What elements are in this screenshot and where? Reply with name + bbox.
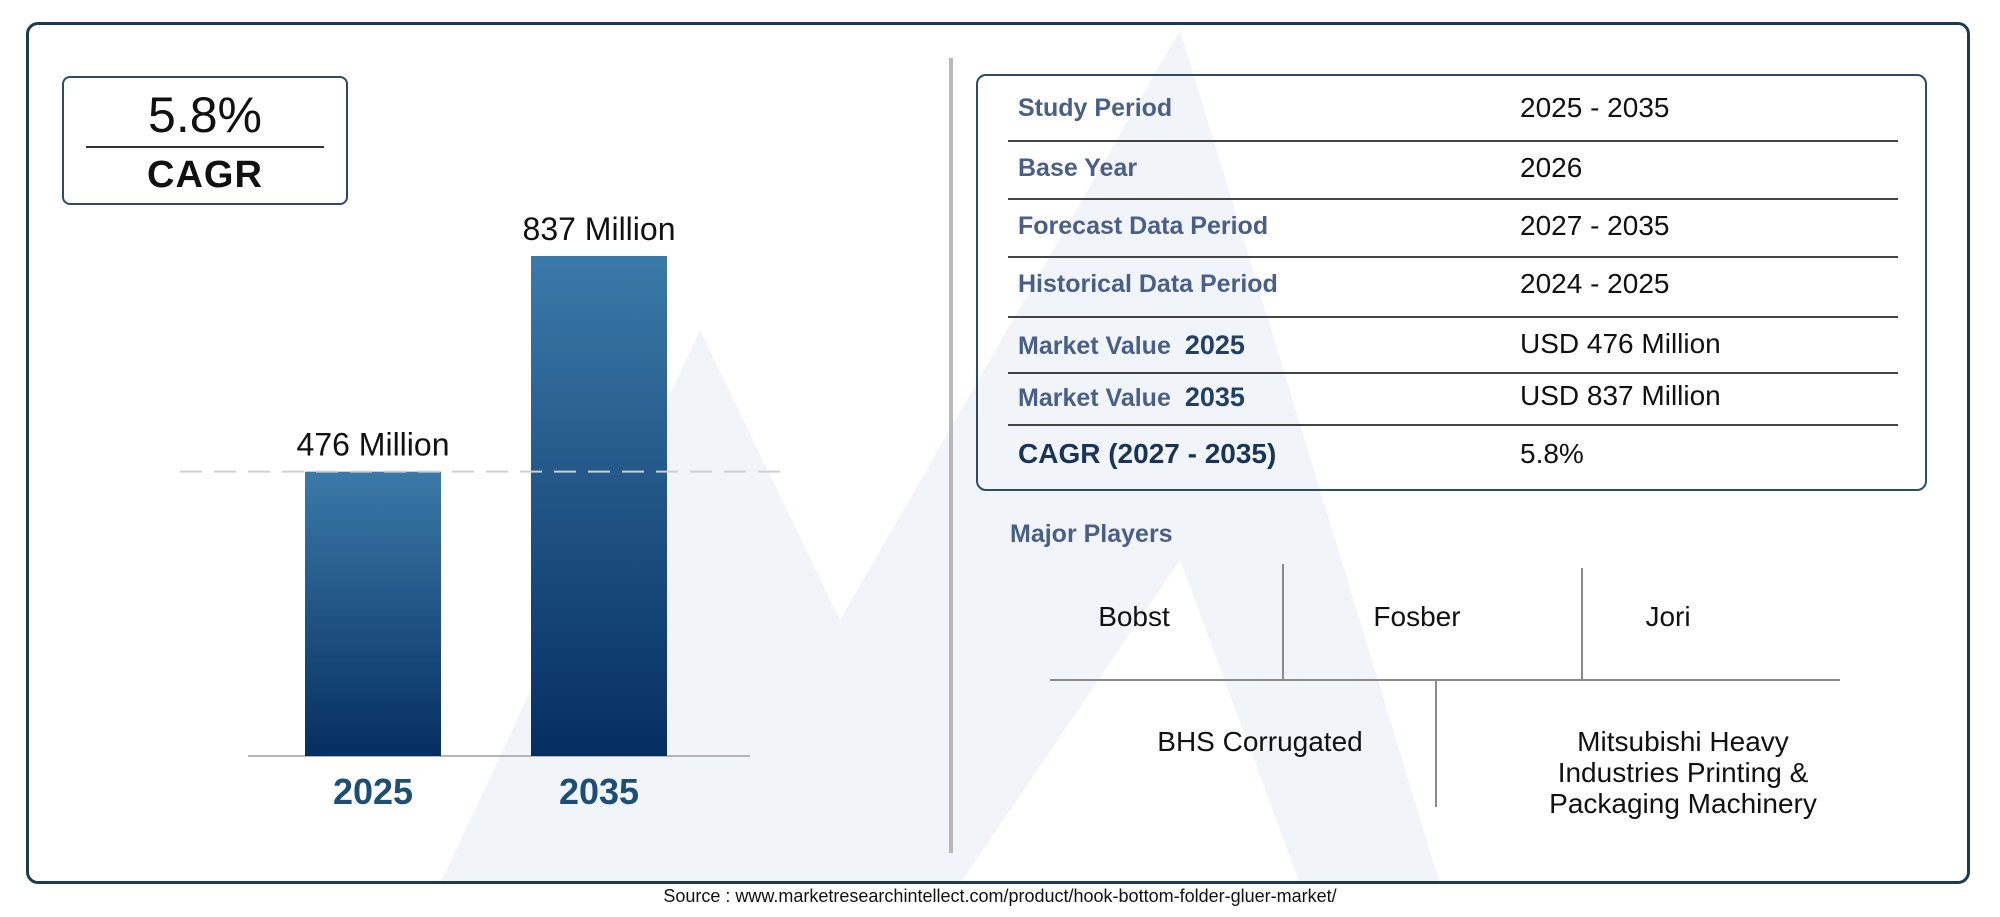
info-label-year: 2025 xyxy=(1184,330,1245,360)
info-row-label: Forecast Data Period xyxy=(1018,212,1268,241)
cagr-badge: 5.8% CAGR xyxy=(62,76,348,205)
bar-2025 xyxy=(305,471,441,756)
info-row-label: Base Year xyxy=(1018,154,1137,183)
table-row-divider xyxy=(1008,198,1898,200)
cagr-value: 5.8% xyxy=(148,87,262,143)
info-label-text: Forecast Data Period xyxy=(1018,212,1269,240)
player-name: Mitsubishi Heavy Industries Printing & P… xyxy=(1549,725,1817,819)
player-name: Jori xyxy=(1645,600,1691,632)
info-row-value: 2025 - 2035 xyxy=(1520,92,1670,123)
cagr-label: CAGR xyxy=(147,154,263,196)
x-tick-2025: 2025 xyxy=(333,771,413,812)
table-row-divider xyxy=(1008,424,1898,426)
info-label-text: CAGR (2027 - 2035) xyxy=(1018,438,1277,469)
player-name: Bobst xyxy=(1098,600,1170,632)
info-row-value: 5.8% xyxy=(1520,438,1584,469)
info-row-label: Market Value 2035 xyxy=(1018,382,1245,413)
info-label-text: Base Year xyxy=(1018,154,1138,182)
data-label-2035: 837 Million xyxy=(523,211,676,247)
info-row-label: Study Period xyxy=(1018,94,1172,123)
data-label-2025: 476 Million xyxy=(297,427,450,463)
info-row-value: USD 837 Million xyxy=(1520,380,1721,411)
info-row-value: 2027 - 2035 xyxy=(1520,210,1670,241)
cagr-divider xyxy=(86,146,324,148)
bar-2035 xyxy=(531,256,667,756)
info-label-text: Historical Data Period xyxy=(1018,270,1278,298)
info-label-text: Study Period xyxy=(1018,94,1173,122)
info-row-label: CAGR (2027 - 2035) xyxy=(1018,438,1276,470)
info-label-text: Market Value xyxy=(1018,384,1171,412)
market-info-table: Study Period 2025 - 2035 Base Year 2026 Fore… xyxy=(976,74,1927,491)
info-label-year: 2035 xyxy=(1184,382,1245,412)
table-row-divider xyxy=(1008,140,1898,142)
bar-chart: 476 Million 2025 837 Million 2035 xyxy=(180,211,790,812)
players-grid-line xyxy=(1581,568,1583,679)
players-grid-line xyxy=(1435,679,1437,807)
section-divider xyxy=(949,58,953,853)
major-players-title: Major Players xyxy=(1010,520,1173,548)
info-row-value: USD 476 Million xyxy=(1520,328,1721,359)
source-citation: Source : www.marketresearchintellect.com… xyxy=(663,886,1337,906)
info-label-text: Market Value xyxy=(1018,332,1171,360)
table-row-divider xyxy=(1008,256,1898,258)
player-name: Fosber xyxy=(1373,600,1461,632)
info-row-label: Market Value 2025 xyxy=(1018,330,1245,361)
player-name: BHS Corrugated xyxy=(1157,725,1363,757)
info-row-value: 2024 - 2025 xyxy=(1520,268,1670,299)
outer-frame xyxy=(26,22,1970,884)
info-row-value: 2026 xyxy=(1520,152,1583,183)
info-row-label: Historical Data Period xyxy=(1018,270,1278,299)
table-row-divider xyxy=(1008,316,1898,318)
players-grid-line xyxy=(1050,679,1840,681)
table-row-divider xyxy=(1008,372,1898,374)
x-tick-2035: 2035 xyxy=(559,771,639,812)
players-grid-line xyxy=(1282,564,1284,679)
